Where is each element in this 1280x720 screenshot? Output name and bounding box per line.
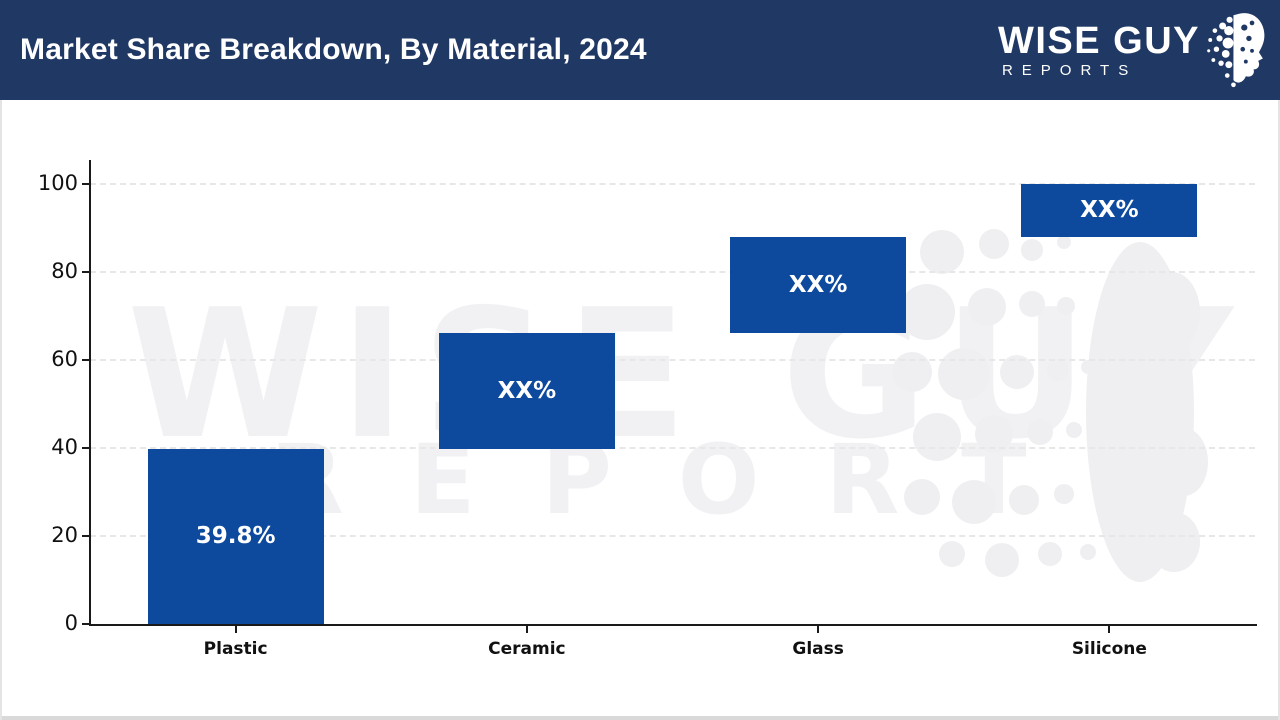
chart-title: Market Share Breakdown, By Material, 202…	[20, 33, 647, 66]
bar-value-label-plastic: 39.8%	[195, 523, 276, 550]
y-tick-label-20: 20	[51, 523, 78, 547]
x-tick-silicone	[1108, 626, 1111, 633]
bar-value-label-ceramic: XX%	[497, 377, 557, 404]
logo-wiseguy-label: WISE GUY	[997, 20, 1200, 62]
x-tick-glass	[817, 626, 820, 633]
x-label-ceramic: Ceramic	[488, 639, 566, 659]
header-bar: Market Share Breakdown, By Material, 202…	[0, 0, 1280, 100]
y-tick-80	[82, 271, 89, 273]
y-tick-label-60: 60	[51, 347, 78, 371]
bar-plastic: 39.8%	[147, 448, 324, 624]
logo-text: WISE GUY REPORTS	[998, 22, 1200, 78]
y-axis-line	[89, 160, 91, 626]
y-tick-60	[82, 359, 89, 361]
x-label-glass: Glass	[792, 639, 844, 659]
y-tick-label-40: 40	[51, 435, 78, 459]
y-tick-20	[82, 535, 89, 537]
gridline-80	[90, 271, 1255, 273]
x-tick-ceramic	[525, 626, 528, 633]
bar-value-label-silicone: XX%	[1080, 197, 1139, 224]
y-tick-label-0: 0	[64, 611, 78, 635]
y-tick-label-100: 100	[37, 171, 78, 195]
logo-dotted-head-icon	[1207, 13, 1265, 88]
bar-value-label-glass: XX%	[788, 271, 848, 298]
gridline-100	[90, 183, 1255, 185]
gridline-20	[90, 535, 1255, 537]
bar-ceramic: XX%	[438, 332, 615, 449]
x-axis-line	[89, 624, 1257, 626]
watermark-dotted-head	[892, 229, 1208, 582]
x-label-silicone: Silicone	[1071, 639, 1147, 659]
gridline-60	[90, 359, 1255, 361]
wise-guy-reports-logo: WISE GUY REPORTS	[998, 9, 1266, 91]
y-tick-100	[82, 183, 89, 185]
bottom-edge-strip	[2, 716, 1278, 720]
y-tick-40	[82, 447, 89, 449]
x-label-plastic: Plastic	[203, 639, 268, 659]
logo-reports-label: REPORTS	[1001, 62, 1138, 79]
bar-glass: XX%	[730, 236, 907, 333]
y-tick-0	[82, 623, 89, 625]
bar-silicone: XX%	[1021, 184, 1198, 237]
y-tick-label-80: 80	[51, 259, 78, 283]
gridline-40	[90, 447, 1255, 449]
x-tick-plastic	[234, 626, 237, 633]
